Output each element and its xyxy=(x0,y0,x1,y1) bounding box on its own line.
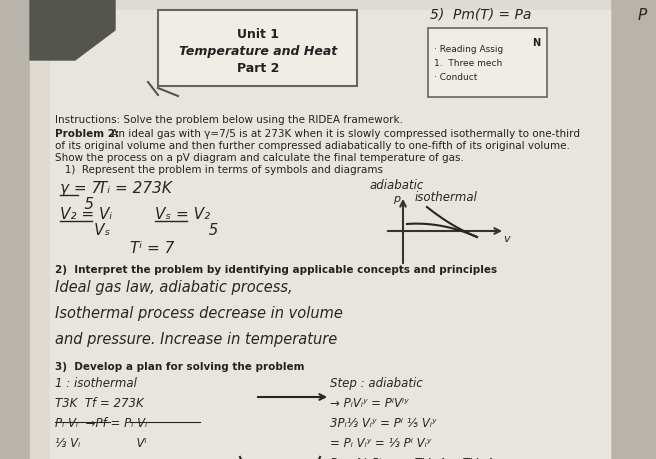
FancyBboxPatch shape xyxy=(158,10,357,86)
Text: Pᵢ Vᵢ  →Pf = Pᵢ Vᵢ: Pᵢ Vᵢ →Pf = Pᵢ Vᵢ xyxy=(55,417,147,430)
Text: · Conduct: · Conduct xyxy=(434,73,478,82)
Text: T3K  Tf = 273K: T3K Tf = 273K xyxy=(55,397,144,410)
Text: Vₛ: Vₛ xyxy=(60,223,110,238)
Text: isothermal: isothermal xyxy=(415,191,478,204)
Text: γ = 7: γ = 7 xyxy=(60,181,101,196)
Text: of its original volume and then further compressed adiabatically to one-fifth of: of its original volume and then further … xyxy=(55,141,570,151)
Text: Ideal gas law, adiabatic process,: Ideal gas law, adiabatic process, xyxy=(55,280,293,295)
Text: adiabatic: adiabatic xyxy=(370,179,424,192)
Text: 5: 5 xyxy=(155,223,218,238)
Text: Instructions: Solve the problem below using the RIDEA framework.: Instructions: Solve the problem below us… xyxy=(55,115,403,125)
Text: Tⁱ = 7: Tⁱ = 7 xyxy=(130,241,174,256)
Text: and pressure. Increase in temperature: and pressure. Increase in temperature xyxy=(55,332,337,347)
Text: N: N xyxy=(532,38,540,48)
Text: 2)  Interpret the problem by identifying applicable concepts and principles: 2) Interpret the problem by identifying … xyxy=(55,265,497,275)
Text: Step : adiabatic: Step : adiabatic xyxy=(330,377,422,390)
Text: An ideal gas with γ=7/5 is at 273K when it is slowly compressed isothermally to : An ideal gas with γ=7/5 is at 273K when … xyxy=(108,129,580,139)
Text: V₂ = Vᵢ: V₂ = Vᵢ xyxy=(60,207,112,222)
Polygon shape xyxy=(30,0,115,60)
Text: P: P xyxy=(638,8,647,23)
Text: = Pᵢ Vᵢʸ = ⅓ Pⁱ Vᵢʸ: = Pᵢ Vᵢʸ = ⅓ Pⁱ Vᵢʸ xyxy=(330,437,431,450)
Text: Problem 2:: Problem 2: xyxy=(55,129,119,139)
Text: ⅓ Vᵢ               Vⁱ: ⅓ Vᵢ Vⁱ xyxy=(55,437,147,450)
Text: 3)  Develop a plan for solving the problem: 3) Develop a plan for solving the proble… xyxy=(55,362,304,372)
Text: v: v xyxy=(503,234,510,244)
Text: Temperature and Heat: Temperature and Heat xyxy=(179,45,337,58)
Text: 5)  Pm(T) = Pa: 5) Pm(T) = Pa xyxy=(430,8,531,22)
Text: Show the process on a pV diagram and calculate the final temperature of gas.: Show the process on a pV diagram and cal… xyxy=(55,153,464,163)
Text: 1.  Three mech: 1. Three mech xyxy=(434,59,502,68)
Bar xyxy=(50,10,610,459)
Text: Pᵢ = ⅕ Pⁱ         TVʸ⁻¹ = TVʸ⁻¹: Pᵢ = ⅕ Pⁱ TVʸ⁻¹ = TVʸ⁻¹ xyxy=(330,457,493,459)
Text: Part 2: Part 2 xyxy=(237,62,279,74)
Text: Vₛ = V₂: Vₛ = V₂ xyxy=(155,207,210,222)
Text: p: p xyxy=(393,194,400,204)
Bar xyxy=(30,0,610,459)
Text: · Reading Assig: · Reading Assig xyxy=(434,45,503,54)
Text: 5: 5 xyxy=(60,197,94,212)
Text: → PᵢVᵢʸ = PⁱVⁱʸ: → PᵢVᵢʸ = PⁱVⁱʸ xyxy=(330,397,409,410)
Text: Unit 1: Unit 1 xyxy=(237,28,279,41)
Text: 1 : isothermal: 1 : isothermal xyxy=(55,377,137,390)
Text: 1)  Represent the problem in terms of symbols and diagrams: 1) Represent the problem in terms of sym… xyxy=(55,165,383,175)
Text: Isothermal process decrease in volume: Isothermal process decrease in volume xyxy=(55,306,343,321)
Text: 3Pᵢ⅓ Vᵢʸ = Pⁱ ⅕ Vᵢʸ: 3Pᵢ⅓ Vᵢʸ = Pⁱ ⅕ Vᵢʸ xyxy=(330,417,436,430)
Text: Tᵢ = 273K: Tᵢ = 273K xyxy=(98,181,172,196)
FancyBboxPatch shape xyxy=(428,28,547,97)
